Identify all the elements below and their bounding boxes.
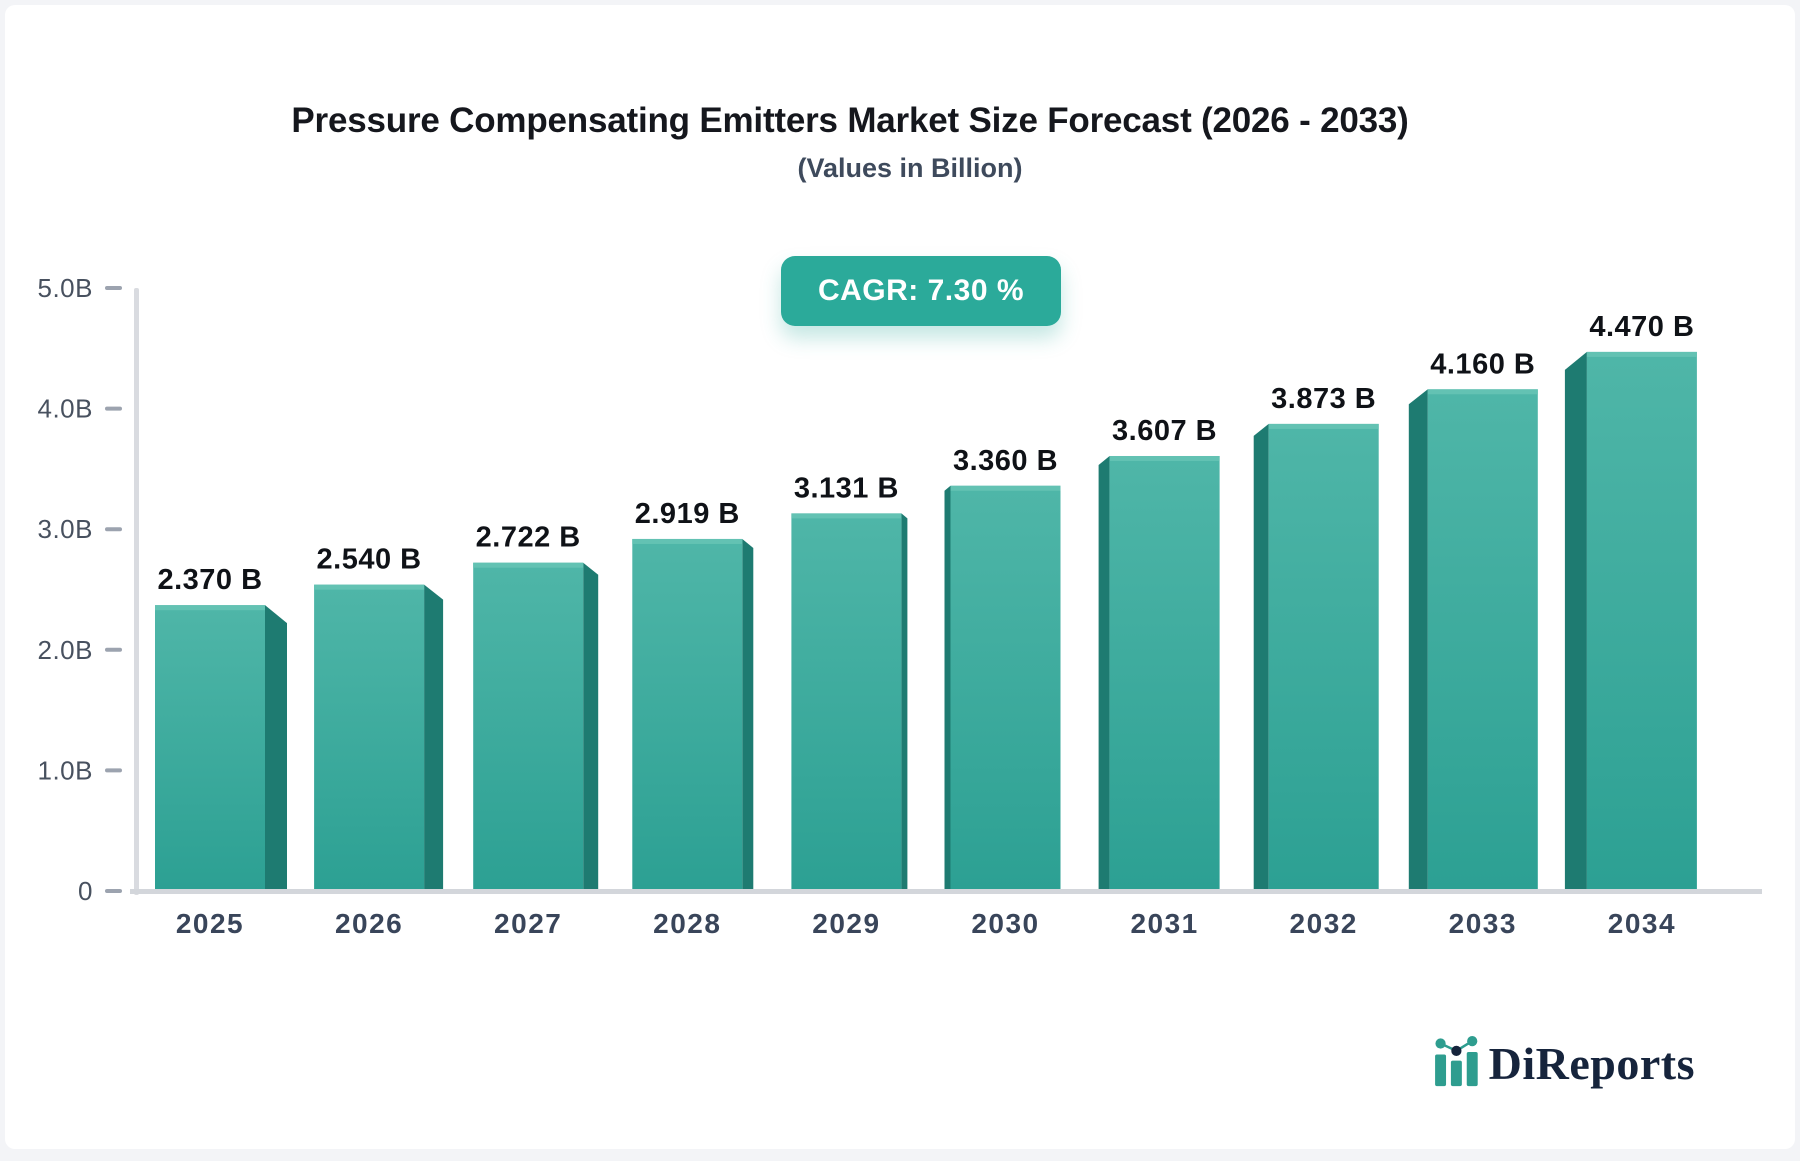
y-axis-line (134, 288, 139, 895)
bar-chart-with-trend-dots-icon (1434, 1035, 1478, 1087)
bar-front-face (950, 485, 1061, 891)
bar-2029: 3.131 B 2029 (791, 472, 908, 939)
cagr-badge: CAGR: 7.30 % (781, 256, 1061, 326)
x-axis-line (130, 889, 1762, 894)
x-tick-label: 2029 (812, 908, 880, 939)
brand-logo: DiReports (1431, 1035, 1695, 1091)
bar-value-label: 3.607 B (1112, 415, 1217, 447)
bar-top-face (791, 513, 902, 519)
chart-title: Pressure Compensating Emitters Market Si… (291, 101, 1409, 140)
y-tick-mark (105, 527, 122, 532)
bar-top-face (155, 605, 265, 611)
bar-side-face (1564, 351, 1587, 892)
bar-side-face (901, 513, 908, 891)
bar-side-face (1253, 423, 1269, 891)
bar-top-face (1109, 455, 1220, 461)
bar-2030: 3.360 B 2030 (944, 445, 1061, 939)
bar-value-label: 3.131 B (794, 472, 899, 504)
y-tick-label: 2.0B (38, 635, 94, 665)
bar-value-label: 2.722 B (476, 522, 581, 554)
bar-side-face (944, 485, 951, 891)
cagr-badge-label: CAGR: 7.30 % (817, 274, 1025, 307)
bar-2034: 4.470 B 2034 (1564, 311, 1697, 939)
brand-logo-text: DiReports (1488, 1037, 1695, 1089)
y-tick-mark (105, 406, 122, 411)
bar-2026: 2.540 B 2026 (314, 544, 444, 939)
bar-side-face (424, 584, 444, 891)
x-tick-label: 2030 (971, 908, 1039, 939)
bar-front-face (155, 605, 265, 891)
bar-side-face (583, 562, 599, 891)
bar-top-face (1586, 351, 1697, 357)
bar-2031: 3.607 B 2031 (1098, 415, 1220, 939)
x-tick-label: 2032 (1290, 908, 1358, 939)
bar-top-face (632, 538, 743, 544)
bar-value-label: 3.360 B (953, 445, 1058, 477)
bar-front-face (1427, 389, 1538, 891)
bar-top-face (473, 562, 584, 568)
bar-top-face (950, 485, 1061, 491)
y-tick-label: 3.0B (38, 514, 94, 544)
y-tick-label: 4.0B (38, 394, 94, 424)
bar-front-face (314, 584, 425, 891)
x-tick-label: 2027 (494, 908, 562, 939)
y-tick-label: 1.0B (38, 755, 94, 785)
chart-subtitle: (Values in Billion) (797, 153, 1023, 183)
bar-front-face (473, 562, 584, 891)
bar-side-face (742, 538, 754, 891)
bar-top-face (1268, 423, 1379, 429)
x-tick-label: 2033 (1449, 908, 1517, 939)
y-tick-label: 0 (78, 876, 93, 906)
x-tick-label: 2031 (1130, 908, 1198, 939)
bar-2025: 2.370 B 2025 (155, 564, 287, 939)
bar-side-face (265, 605, 287, 891)
bar-value-label: 2.370 B (157, 564, 262, 596)
x-tick-label: 2028 (653, 908, 721, 939)
bar-front-face (791, 513, 902, 891)
x-tick-label: 2026 (335, 908, 403, 939)
bar-2027: 2.722 B 2027 (473, 522, 599, 939)
bar-value-label: 4.160 B (1430, 348, 1535, 380)
bar-side-face (1098, 455, 1110, 891)
bar-value-label: 2.919 B (635, 498, 740, 530)
x-tick-label: 2034 (1608, 908, 1676, 939)
bar-value-label: 4.470 B (1589, 311, 1694, 343)
bar-value-label: 3.873 B (1271, 383, 1376, 415)
y-tick-mark (105, 889, 122, 893)
chart-card: Pressure Compensating Emitters Market Si… (5, 5, 1795, 1149)
bar-2033: 4.160 B 2033 (1408, 348, 1538, 939)
bar-front-face (1268, 423, 1379, 891)
bar-top-face (1427, 389, 1538, 395)
y-tick-label: 5.0B (38, 273, 94, 303)
y-tick-mark (105, 647, 122, 652)
bar-front-face (1109, 455, 1220, 891)
bar-2028: 2.919 B 2028 (632, 498, 754, 939)
bar-front-face (632, 538, 743, 891)
bar-front-face (1586, 351, 1697, 892)
y-tick-mark (105, 768, 122, 773)
x-tick-label: 2025 (176, 908, 244, 939)
y-tick-mark (105, 286, 122, 290)
bar-side-face (1408, 389, 1428, 891)
bar-top-face (314, 584, 425, 590)
bar-2032: 3.873 B 2032 (1253, 383, 1379, 939)
bar-value-label: 2.540 B (317, 544, 422, 576)
